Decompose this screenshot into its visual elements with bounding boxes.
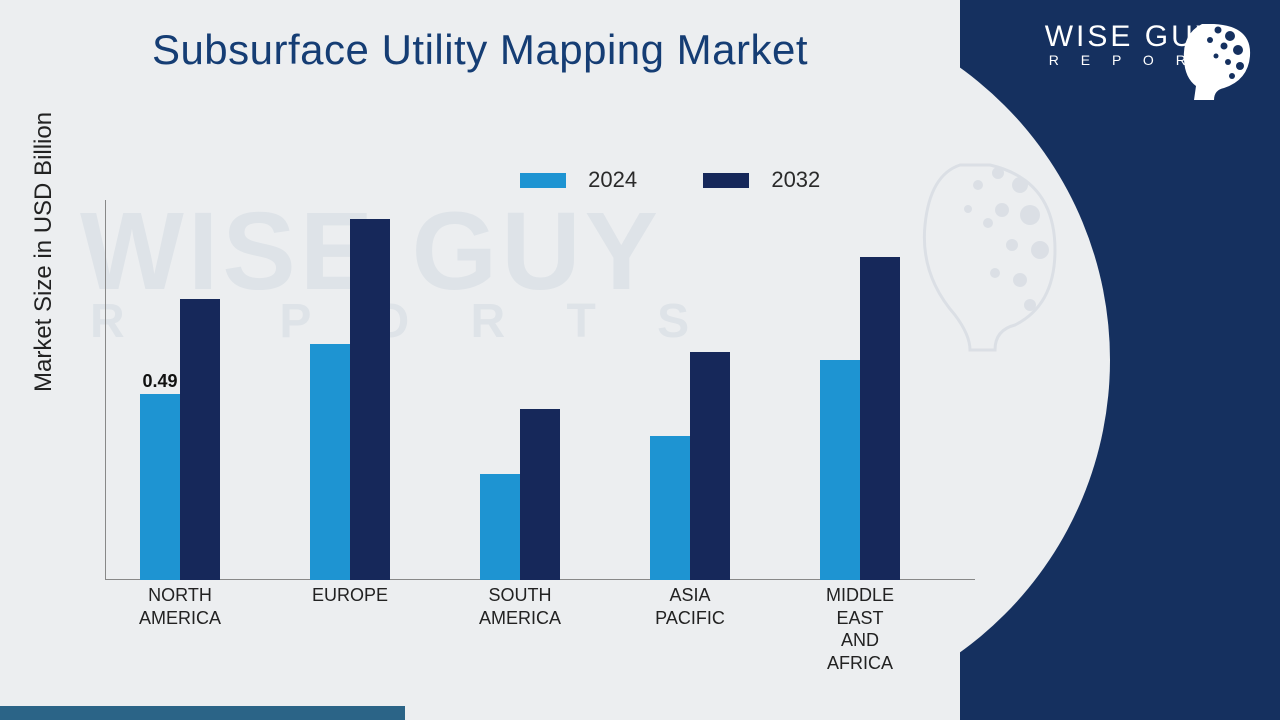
bar-group (480, 200, 560, 580)
brand-logo: WISE GUY R E P O R T S (1045, 20, 1256, 68)
bar-group: 0.49 (140, 200, 220, 580)
brand-head-icon (1180, 20, 1258, 104)
bar-group (820, 200, 900, 580)
bar-2024 (650, 436, 690, 580)
category-label: MIDDLEEASTANDAFRICA (790, 584, 930, 674)
y-axis-label: Market Size in USD Billion (30, 112, 58, 392)
legend-label-2032: 2032 (771, 167, 820, 192)
legend-swatch-2024 (520, 173, 566, 188)
category-label: EUROPE (280, 584, 420, 607)
legend-swatch-2032 (703, 173, 749, 188)
bar-2024 (820, 360, 860, 580)
bar-2032 (350, 219, 390, 580)
y-axis-line (105, 200, 106, 580)
bar-2024 (140, 394, 180, 580)
bar-group (310, 200, 390, 580)
bar-2032 (860, 257, 900, 580)
category-label: ASIAPACIFIC (620, 584, 760, 629)
bar-value-label: 0.49 (130, 371, 190, 392)
bar-2024 (310, 344, 350, 580)
bar-2024 (480, 474, 520, 580)
legend-label-2024: 2024 (588, 167, 637, 192)
category-label: NORTHAMERICA (110, 584, 250, 629)
chart-title: Subsurface Utility Mapping Market (0, 26, 960, 74)
bar-2032 (180, 299, 220, 580)
bottom-strip (0, 706, 405, 720)
plot-area: 0.49 (105, 200, 975, 580)
bar-group (650, 200, 730, 580)
chart-stage: WISE GUY R E P O R T S Subsurface Utilit… (0, 0, 1280, 720)
legend: 2024 2032 (520, 166, 880, 193)
category-label: SOUTHAMERICA (450, 584, 590, 629)
bar-2032 (690, 352, 730, 580)
bar-2032 (520, 409, 560, 580)
